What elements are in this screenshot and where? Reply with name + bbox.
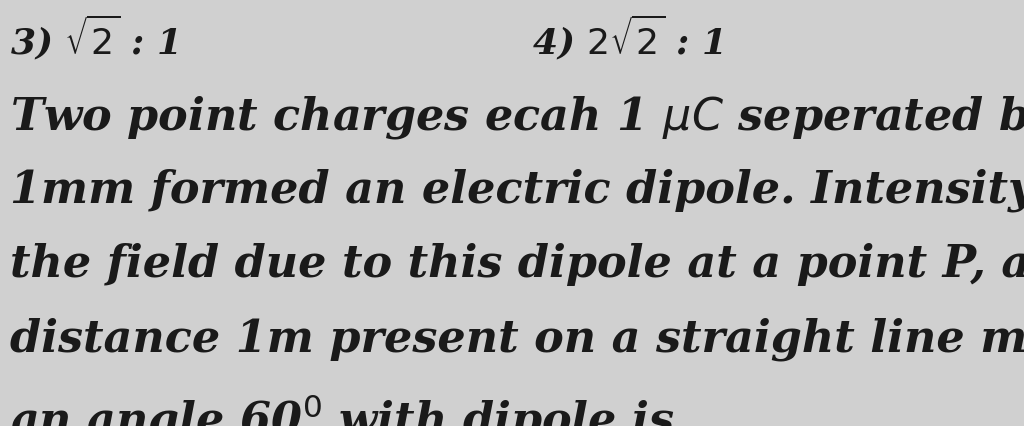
Text: 3) $\sqrt{2}$ : 1: 3) $\sqrt{2}$ : 1	[10, 13, 178, 62]
Text: 1mm formed an electric dipole. Intensity of: 1mm formed an electric dipole. Intensity…	[10, 168, 1024, 212]
Text: an angle 60$^0$ with dipole is: an angle 60$^0$ with dipole is	[10, 392, 675, 426]
Text: Two point charges ecah 1 $\mu C$ seperated by: Two point charges ecah 1 $\mu C$ seperat…	[10, 94, 1024, 141]
Text: 4) $2\sqrt{2}$ : 1: 4) $2\sqrt{2}$ : 1	[532, 13, 723, 62]
Text: distance 1m present on a straight line making: distance 1m present on a straight line m…	[10, 317, 1024, 361]
Text: the field due to this dipole at a point P, at a: the field due to this dipole at a point …	[10, 243, 1024, 286]
